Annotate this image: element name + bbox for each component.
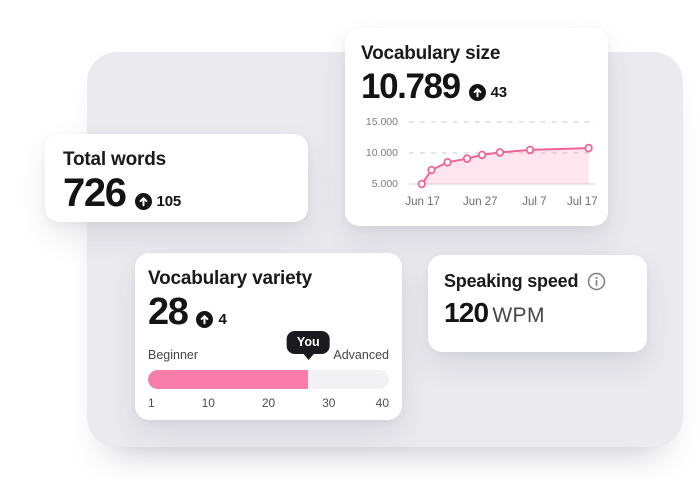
gauge-ticks: 1 10 20 30 40	[148, 396, 389, 411]
vocabulary-variety-delta: 4	[196, 311, 227, 331]
speaking-speed-title: Speaking speed	[444, 271, 579, 291]
vocabulary-size-title: Vocabulary size	[361, 43, 501, 64]
vocabulary-size-delta: 43	[468, 84, 508, 104]
vocabulary-trend-chart: 15.000 10.000 5.000 Jun 17 Jun 27 Jul 7 …	[359, 116, 598, 212]
you-marker: You	[286, 331, 330, 354]
vocabulary-variety-gauge: You Beginner Advanced 1 10 20 30 40	[148, 331, 389, 411]
x-tick-label: Jul 7	[522, 196, 547, 208]
total-words-card: Total words 726 105	[45, 134, 308, 222]
speaking-speed-unit: WPM	[492, 304, 545, 327]
total-words-value: 726	[63, 171, 127, 215]
vocabulary-size-delta-value: 43	[490, 84, 508, 101]
vocabulary-size-value: 10.789	[361, 67, 461, 106]
vocabulary-variety-value: 28	[148, 291, 189, 333]
you-marker-label: You	[296, 335, 320, 349]
info-icon[interactable]	[587, 272, 606, 291]
gauge-tick-label: 1	[148, 396, 155, 410]
gauge-tick-label: 10	[201, 396, 215, 410]
total-words-delta-value: 105	[156, 193, 182, 210]
line-chart-svg	[409, 121, 596, 189]
speaking-speed-card: Speaking speed 120 WPM	[428, 255, 647, 352]
vocabulary-variety-delta-value: 4	[218, 311, 227, 328]
gauge-track	[148, 370, 389, 389]
line-chart-plot	[409, 116, 596, 190]
gauge-min-label: Beginner	[148, 348, 199, 362]
gauge-max-label: Advanced	[333, 348, 389, 362]
x-tick-label: Jun 27	[463, 196, 498, 208]
y-axis-labels: 15.000 10.000 5.000	[359, 116, 405, 190]
up-arrow-icon	[134, 193, 152, 210]
x-axis-labels: Jun 17 Jun 27 Jul 7 Jul 17	[405, 195, 598, 211]
gauge-fill	[148, 370, 309, 389]
vocabulary-variety-title: Vocabulary variety	[148, 268, 312, 289]
y-tick-label: 15.000	[365, 116, 398, 128]
gauge-tick-label: 40	[375, 396, 389, 410]
up-arrow-icon	[196, 311, 214, 328]
total-words-delta: 105	[134, 193, 182, 213]
gauge-tick-label: 30	[322, 396, 336, 410]
x-tick-label: Jun 17	[405, 196, 440, 208]
vocabulary-size-card: Vocabulary size 10.789 43 15.000 10.000 …	[345, 28, 608, 226]
y-tick-label: 5.000	[371, 178, 398, 190]
gauge-tick-label: 20	[261, 396, 276, 410]
up-arrow-icon	[468, 84, 486, 101]
total-words-title: Total words	[63, 149, 167, 170]
vocabulary-variety-card: Vocabulary variety 28 4 You Beginner Adv…	[135, 253, 402, 420]
speaking-speed-value: 120	[444, 297, 489, 328]
x-tick-label: Jul 17	[567, 196, 598, 208]
y-tick-label: 10.000	[365, 147, 398, 159]
